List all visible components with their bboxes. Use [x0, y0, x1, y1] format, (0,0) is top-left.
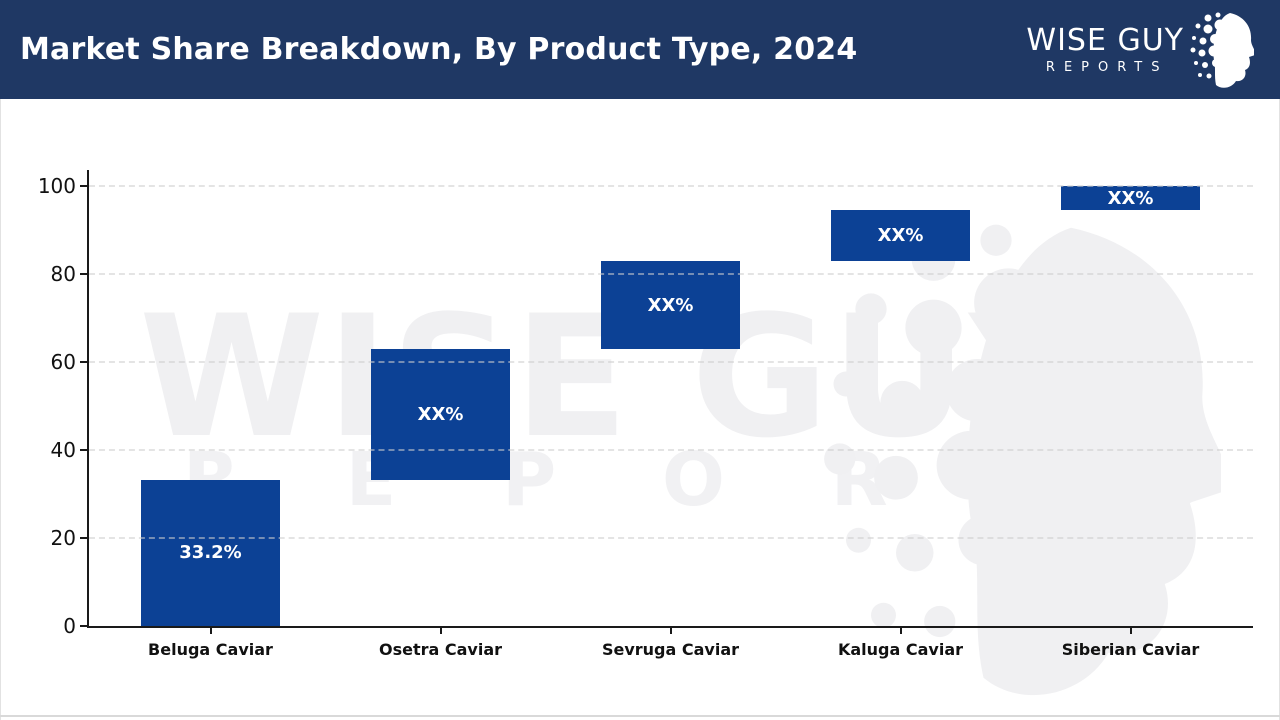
y-tick-20	[80, 537, 88, 539]
y-tick-label-20: 20	[50, 526, 76, 550]
bottom-border	[0, 715, 1280, 717]
gridline-20	[89, 537, 1253, 539]
logo-text: WISE GUY REPORTS	[1026, 22, 1184, 75]
y-tick-100	[80, 185, 88, 187]
y-tick-80	[80, 273, 88, 275]
x-tick-1	[439, 628, 442, 634]
y-tick-label-40: 40	[50, 438, 76, 462]
logo-subtext: REPORTS	[1045, 59, 1169, 75]
gridline-60	[89, 361, 1253, 363]
bar-kaluga-caviar: XX%	[831, 210, 970, 262]
bar-siberian-caviar: XX%	[1061, 186, 1200, 211]
y-tick-label-60: 60	[50, 350, 76, 374]
y-tick-label-0: 0	[63, 614, 76, 638]
page-title: Market Share Breakdown, By Product Type,…	[20, 32, 858, 67]
category-label-3: Kaluga Caviar	[837, 640, 964, 659]
wise-guy-head-icon	[1190, 12, 1254, 88]
y-axis-spine	[87, 170, 89, 628]
y-tick-label-80: 80	[50, 262, 76, 286]
x-tick-0	[209, 628, 212, 634]
gridline-80	[89, 273, 1253, 275]
bar-value-label: XX%	[647, 294, 694, 316]
y-tick-0	[80, 625, 88, 627]
bar-value-label: XX%	[1107, 187, 1154, 209]
header: Market Share Breakdown, By Product Type,…	[0, 0, 1280, 99]
bar-osetra-caviar: XX%	[371, 348, 510, 480]
category-label-4: Siberian Caviar	[1061, 640, 1200, 659]
logo-wordmark: WISE GUY	[1026, 22, 1184, 58]
category-label-1: Osetra Caviar	[378, 640, 503, 659]
bar-beluga-caviar: 33.2%	[141, 479, 280, 626]
bar-value-label: 33.2%	[179, 542, 242, 564]
watermark-head-icon	[824, 224, 1221, 696]
x-axis-spine	[87, 626, 1253, 628]
gridline-100	[89, 185, 1253, 187]
bar-value-label: XX%	[417, 403, 464, 425]
x-tick-3	[899, 628, 902, 634]
category-label-2: Sevruga Caviar	[601, 640, 740, 659]
y-tick-60	[80, 361, 88, 363]
y-tick-40	[80, 449, 88, 451]
x-tick-2	[669, 628, 672, 634]
category-label-0: Beluga Caviar	[148, 640, 273, 659]
gridline-40	[89, 449, 1253, 451]
y-tick-label-100: 100	[37, 174, 76, 198]
x-tick-4	[1129, 628, 1132, 634]
wise-guy-logo: WISE GUY REPORTS	[1026, 10, 1254, 90]
bar-value-label: XX%	[877, 225, 924, 247]
bar-sevruga-caviar: XX%	[601, 261, 740, 349]
